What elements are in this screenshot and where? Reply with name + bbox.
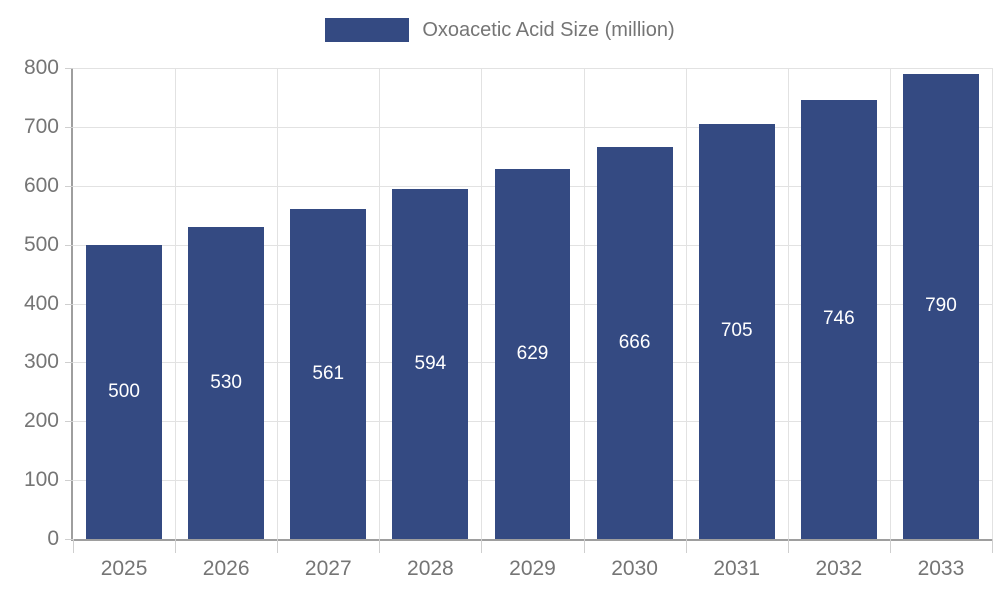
legend-label: Oxoacetic Acid Size (million) xyxy=(422,18,675,41)
y-tick-label: 600 xyxy=(23,173,59,197)
legend-swatch xyxy=(325,18,410,42)
y-tick xyxy=(65,362,73,364)
bar: 666 xyxy=(596,146,673,539)
bar-value-label: 629 xyxy=(516,342,549,364)
x-tick xyxy=(889,539,891,553)
x-gridline xyxy=(992,68,993,539)
bar: 746 xyxy=(800,99,877,539)
bar-value-label: 746 xyxy=(822,308,855,330)
y-tick xyxy=(65,244,73,246)
x-tick-label: 2032 xyxy=(815,557,863,580)
bar-value-label: 594 xyxy=(414,353,447,375)
x-tick-label: 2031 xyxy=(713,557,761,580)
y-tick-label: 700 xyxy=(23,114,59,138)
y-tick xyxy=(65,303,73,305)
y-tick xyxy=(65,68,73,69)
x-gridline xyxy=(175,68,177,539)
y-tick xyxy=(65,185,73,187)
bar: 500 xyxy=(86,244,162,539)
bar: 790 xyxy=(903,73,979,539)
y-tick xyxy=(65,539,73,540)
chart-legend: Oxoacetic Acid Size (million) xyxy=(0,18,1000,42)
y-tick-label: 500 xyxy=(23,232,59,256)
x-tick-label: 2028 xyxy=(407,557,454,580)
bar-value-label: 666 xyxy=(618,331,651,353)
x-tick-label: 2025 xyxy=(100,557,148,580)
x-tick xyxy=(685,539,687,553)
bar-value-label: 500 xyxy=(108,380,140,402)
bar: 629 xyxy=(494,168,571,539)
x-tick-label: 2029 xyxy=(509,557,556,580)
bar: 705 xyxy=(698,123,775,539)
y-tick xyxy=(65,480,73,482)
x-gridline xyxy=(277,68,279,539)
y-tick xyxy=(65,421,73,423)
y-gridline xyxy=(73,68,992,69)
bar: 594 xyxy=(392,189,469,539)
x-gridline xyxy=(583,68,585,539)
x-tick xyxy=(481,539,483,553)
bar-value-label: 705 xyxy=(720,320,753,342)
x-gridline xyxy=(889,68,891,539)
x-tick xyxy=(277,539,279,553)
y-tick-label: 800 xyxy=(23,56,59,79)
x-tick-label: 2033 xyxy=(917,557,965,580)
y-tick-label: 300 xyxy=(23,350,59,374)
x-gridline xyxy=(481,68,483,539)
bar-value-label: 790 xyxy=(925,295,957,317)
x-tick xyxy=(175,539,177,553)
x-tick xyxy=(379,539,381,553)
y-tick-label: 0 xyxy=(47,527,59,550)
y-tick-label: 400 xyxy=(23,291,59,315)
x-gridline xyxy=(379,68,381,539)
bar: 530 xyxy=(188,226,265,539)
y-gridline xyxy=(73,126,992,128)
y-tick-label: 100 xyxy=(23,468,59,492)
x-gridline xyxy=(685,68,687,539)
x-tick-label: 2026 xyxy=(202,557,250,580)
y-tick-label: 200 xyxy=(23,409,59,433)
x-tick xyxy=(73,539,74,553)
bar: 561 xyxy=(290,208,367,539)
plot-area: 0 100 200 300 400 500 600 700 800 500 2025 530 2026 5… xyxy=(24,56,993,580)
bar-value-label: 530 xyxy=(210,371,242,393)
x-gridline xyxy=(787,68,789,539)
bar-value-label: 561 xyxy=(312,362,345,384)
x-tick xyxy=(787,539,789,553)
x-tick-label: 2027 xyxy=(304,557,352,580)
x-tick xyxy=(992,539,993,553)
y-tick xyxy=(65,126,73,128)
x-tick-label: 2030 xyxy=(611,557,658,580)
x-tick xyxy=(583,539,585,553)
